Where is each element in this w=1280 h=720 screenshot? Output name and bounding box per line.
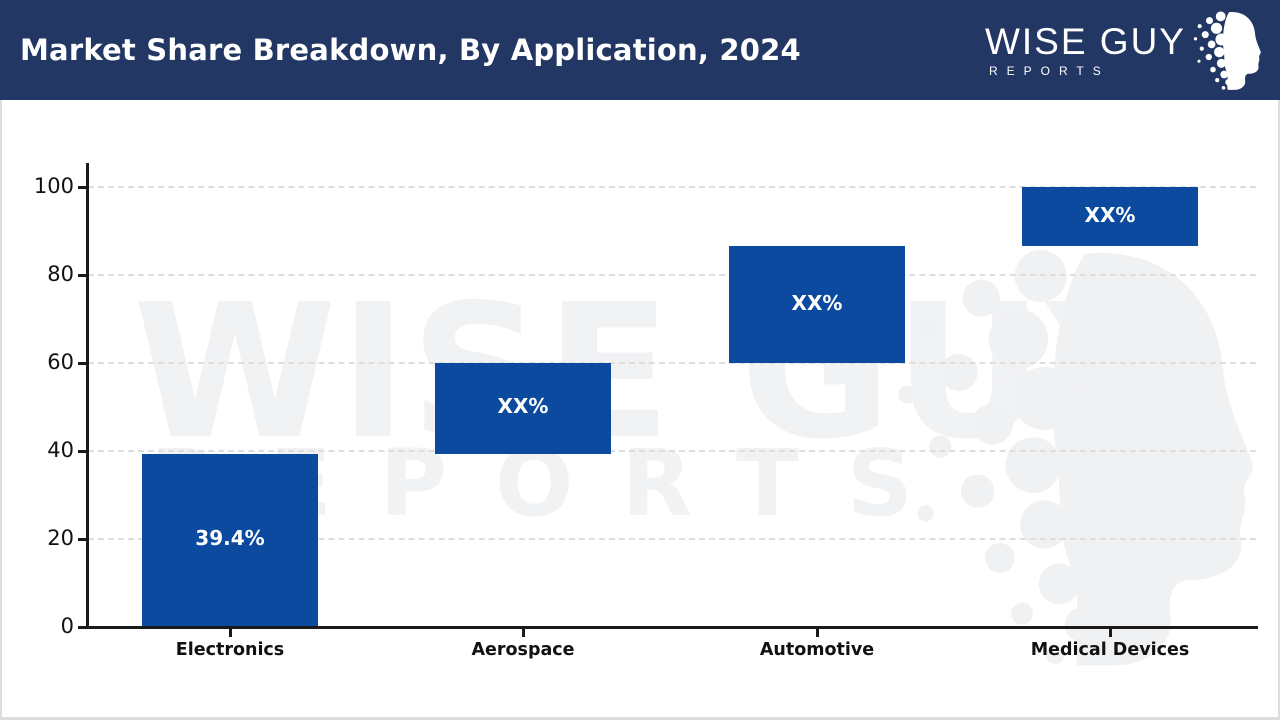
y-tick-label-40: 40	[47, 438, 74, 462]
y-tick-label-80: 80	[47, 262, 74, 286]
watermark-dot-face-icon	[898, 250, 1253, 666]
x-tick-mark-automotive	[816, 629, 819, 637]
y-axis-line	[86, 163, 89, 629]
gridline-100	[88, 186, 1256, 188]
y-tick-mark-80	[78, 274, 86, 277]
bar-value-label-medical-devices: XX%	[1084, 202, 1136, 227]
y-tick-mark-20	[78, 538, 86, 541]
bar-automotive	[729, 246, 905, 363]
header-bar: Market Share Breakdown, By Application, …	[0, 0, 1280, 100]
x-tick-mark-aerospace	[522, 629, 525, 637]
gridline-20	[88, 538, 1256, 540]
frame-border-left	[0, 100, 2, 720]
x-tick-label-aerospace: Aerospace	[471, 640, 575, 660]
y-tick-mark-0	[78, 626, 86, 629]
logo-subtitle: REPORTS	[988, 63, 1110, 78]
page-title: Market Share Breakdown, By Application, …	[20, 33, 801, 67]
gridline-80	[88, 274, 1256, 276]
bar-value-label-automotive: XX%	[791, 290, 843, 315]
frame-border-bottom	[0, 717, 1280, 720]
gridline-60	[88, 362, 1256, 364]
bar-electronics	[142, 453, 318, 627]
bar-medical-devices	[1022, 187, 1198, 247]
y-tick-label-20: 20	[47, 526, 74, 550]
x-tick-mark-medical-devices	[1109, 629, 1112, 637]
gridline-40	[88, 450, 1256, 452]
y-tick-mark-100	[78, 186, 86, 189]
bar-value-label-electronics: 39.4%	[195, 526, 265, 551]
x-axis-line	[86, 626, 1258, 629]
y-tick-mark-60	[78, 362, 86, 365]
frame-border-right	[1278, 100, 1280, 720]
y-tick-label-0: 0	[60, 614, 74, 638]
logo-dot-face-icon	[1193, 11, 1261, 90]
bar-value-label-aerospace: XX%	[497, 394, 549, 419]
x-tick-label-automotive: Automotive	[759, 640, 875, 660]
x-tick-label-medical-devices: Medical Devices	[1030, 640, 1190, 660]
brand-logo: WISE GUY REPORTS	[985, 8, 1266, 92]
logo-wordmark: WISE GUY	[984, 20, 1186, 62]
y-tick-label-60: 60	[47, 350, 74, 374]
x-tick-mark-electronics	[229, 629, 232, 637]
bar-aerospace	[435, 363, 611, 454]
y-tick-label-100: 100	[33, 174, 74, 198]
y-tick-mark-40	[78, 450, 86, 453]
x-tick-label-electronics: Electronics	[175, 640, 285, 660]
